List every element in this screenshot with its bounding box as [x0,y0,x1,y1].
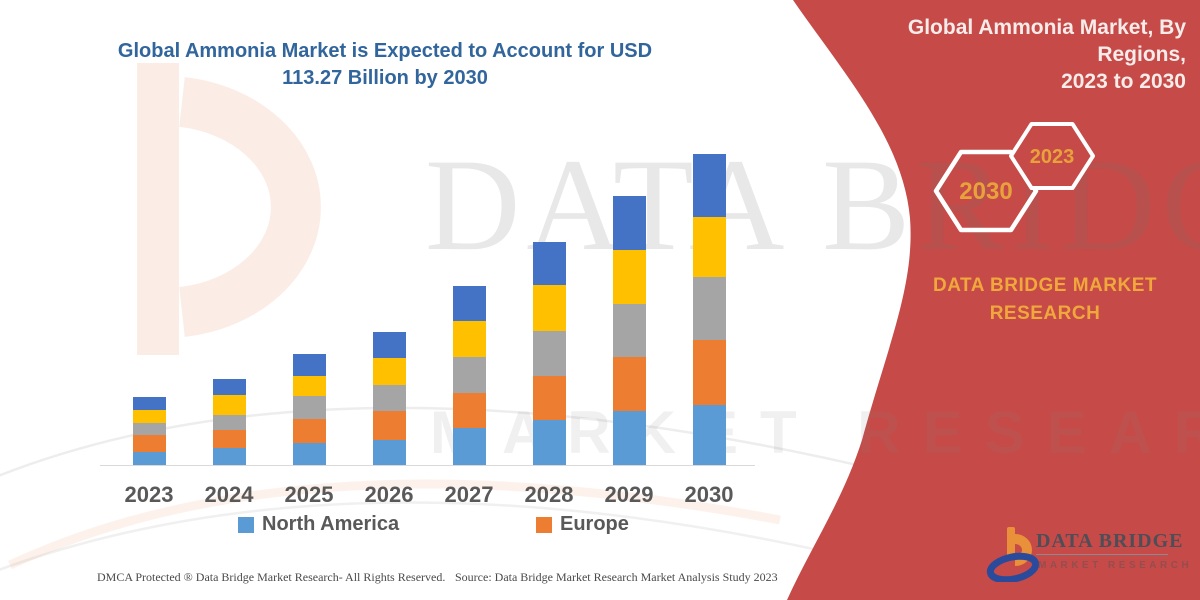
bar-segment-2030-unlabeled-dark-blue-segment [692,153,726,218]
x-axis-label-2029: 2029 [604,482,654,507]
bar-segment-2027-unlabeled-yellow-segment [452,320,486,357]
bar-segment-2023-north-america [132,451,166,465]
bar-segment-2025-unlabeled-gray-segment [292,395,326,420]
brand-text-line1: DATA BRIDGE MARKET [933,275,1157,296]
legend-label-2: Europe [560,513,629,535]
footer-source-text: Source: Data Bridge Market Research Mark… [455,570,778,584]
bar-segment-2024-europe [212,429,246,449]
bar-segment-2029-europe [612,357,646,412]
bar-segment-2027-unlabeled-dark-blue-segment [452,286,486,321]
hexagon-2030-label: 2030 [959,178,1012,205]
logo-underline [1036,554,1168,555]
footer-dmca-text: DMCA Protected ® Data Bridge Market Rese… [97,570,446,584]
x-axis-label-2028: 2028 [524,482,574,507]
bar-2030 [692,153,726,465]
logo-b-bowl [1014,534,1032,566]
bar-segment-2023-unlabeled-gray-segment [132,422,166,436]
watermark-b-bowl [178,77,321,337]
bar-segment-2025-north-america [292,443,326,465]
legend-item-north-america: North America [238,513,399,536]
hexagon-2023 [1009,122,1095,190]
hexagon-2030 [933,149,1039,233]
forecast-years-hexagons: 2030 2023 [933,122,1095,233]
x-axis-label-2023: 2023 [124,482,174,507]
bar-segment-2023-unlabeled-yellow-segment [132,410,166,423]
x-axis-label-2024: 2024 [204,482,254,507]
logo-name-text: DATA BRIDGE [1036,530,1184,552]
watermark-swoosh-peach [8,479,781,570]
banner-heading: Global Ammonia Market, By Regions, 2023 … [830,14,1186,95]
bar-segment-2030-unlabeled-yellow-segment [692,217,726,278]
bar-segment-2026-europe [372,410,406,440]
chart-legend: North America Europe [0,513,760,539]
x-axis-label-2025: 2025 [284,482,334,507]
bar-segment-2026-north-america [372,439,406,465]
bar-2023 [132,397,166,465]
legend-item-europe: Europe [536,513,629,536]
x-axis-label-2030: 2030 [684,482,734,507]
bar-segment-2030-europe [692,339,726,406]
bar-segment-2024-unlabeled-dark-blue-segment [212,378,246,395]
bar-segment-2028-unlabeled-gray-segment [532,330,566,377]
bar-segment-2023-unlabeled-dark-blue-segment [132,397,166,411]
x-axis-line [100,465,755,466]
bar-segment-2025-unlabeled-yellow-segment [292,375,326,396]
bar-segment-2026-unlabeled-dark-blue-segment [372,331,406,358]
bar-segment-2030-north-america [692,405,726,465]
bar-segment-2026-unlabeled-gray-segment [372,384,406,411]
watermark-b-stem [137,63,179,355]
hexagon-2023-label: 2023 [1030,146,1075,168]
bar-segment-2024-unlabeled-gray-segment [212,414,246,430]
bar-2025 [292,353,326,465]
databridge-logo-icon [986,527,1040,582]
bar-2024 [212,378,246,465]
bar-segment-2029-north-america [612,411,646,465]
bar-segment-2026-unlabeled-yellow-segment [372,357,406,385]
bar-segment-2029-unlabeled-dark-blue-segment [612,195,646,250]
bar-segment-2029-unlabeled-yellow-segment [612,249,646,304]
bar-segment-2025-europe [292,419,326,444]
bar-segment-2024-north-america [212,448,246,465]
legend-swatch-2 [536,516,552,533]
bar-segment-2027-unlabeled-gray-segment [452,356,486,393]
brand-text-block: DATA BRIDGE MARKET RESEARCH [890,272,1200,328]
banner-heading-line2: 2023 to 2030 [1061,70,1186,93]
red-banner-path [787,0,1200,600]
bar-segment-2024-unlabeled-yellow-segment [212,394,246,415]
bar-segment-2025-unlabeled-dark-blue-segment [292,353,326,376]
chart-title-line1: Global Ammonia Market is Expected to Acc… [117,40,653,62]
legend-swatch-1 [238,516,254,533]
bar-segment-2027-north-america [452,427,486,465]
bar-segment-2028-north-america [532,419,566,465]
bar-segment-2030-unlabeled-gray-segment [692,277,726,340]
legend-label-1: North America [262,513,400,535]
bar-segment-2023-europe [132,435,166,452]
chart-title: Global Ammonia Market is Expected to Acc… [95,38,675,92]
bar-2029 [612,195,646,465]
logo-sub-text: MARKET RESEARCH [1038,560,1193,571]
bar-segment-2028-europe [532,376,566,420]
bar-2028 [532,241,566,465]
brand-text-line2: RESEARCH [989,303,1101,324]
watermark-swoosh-line-2 [0,501,900,571]
bar-2026 [372,331,406,465]
banner-heading-line1: Global Ammonia Market, By Regions, [907,16,1186,66]
bar-segment-2028-unlabeled-yellow-segment [532,285,566,331]
bar-segment-2027-europe [452,392,486,428]
logo-d-swoosh [986,552,1040,582]
bar-segment-2029-unlabeled-gray-segment [612,303,646,358]
bar-2027 [452,286,486,465]
bar-segment-2028-unlabeled-dark-blue-segment [532,241,566,286]
logo-b-stem [1007,527,1015,560]
x-axis-label-2026: 2026 [364,482,414,507]
chart-title-line2: 113.27 Billion by 2030 [282,67,488,89]
x-axis-label-2027: 2027 [444,482,494,507]
